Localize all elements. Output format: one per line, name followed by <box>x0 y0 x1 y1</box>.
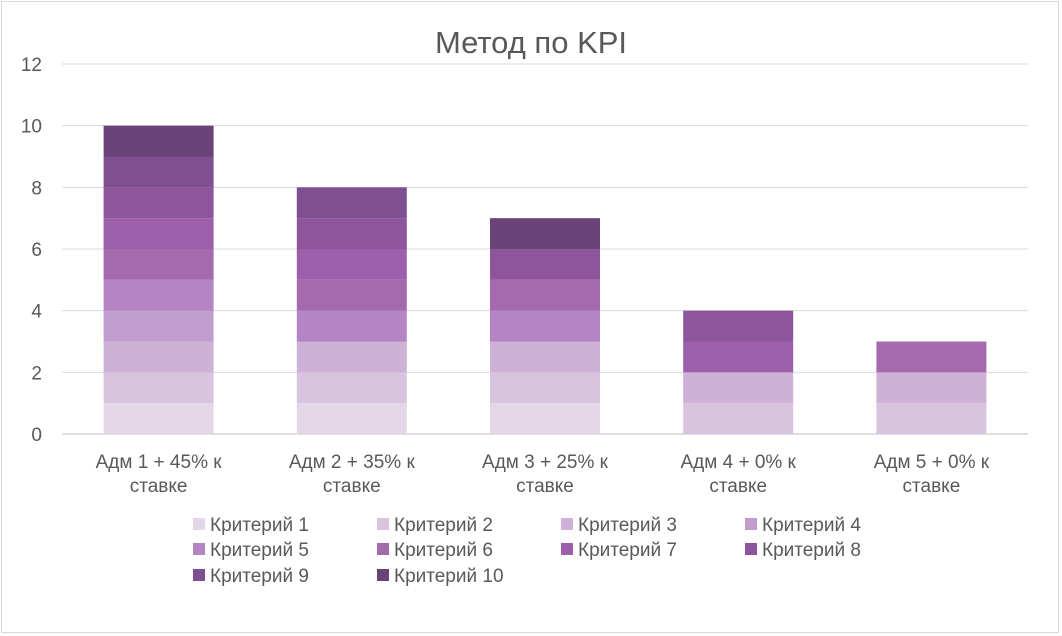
bar-segment <box>296 187 407 219</box>
bar-segment <box>876 341 987 373</box>
gridlines <box>62 63 1028 435</box>
legend-item: Критерий 10 <box>377 566 504 587</box>
bar-segment <box>296 249 407 280</box>
bar-segment <box>876 403 987 434</box>
x-tick-label: Адм 4 + 0% к ставке <box>681 452 797 497</box>
x-tick-label: Адм 5 + 0% к ставке <box>874 452 990 497</box>
y-tick-label: 10 <box>21 117 42 138</box>
x-tick-label: Адм 3 + 25% к ставке <box>482 452 609 497</box>
bar-segment <box>103 218 214 249</box>
y-tick-label: 0 <box>31 425 42 446</box>
legend-label: Критерий 7 <box>578 540 677 561</box>
bar-segment <box>490 372 600 404</box>
bar-segment <box>490 279 600 311</box>
legend-label: Критерий 4 <box>762 515 861 536</box>
legend-label: Критерий 9 <box>210 566 309 587</box>
y-tick-label: 6 <box>31 240 42 261</box>
bar-segment <box>296 218 407 249</box>
x-axis: Адм 1 + 45% к ставке Адм 2 + 35% к ставке Ад… <box>96 452 990 497</box>
legend-item: Критерий 5 <box>193 540 309 561</box>
legend-swatch <box>561 518 573 530</box>
legend-item: Критерий 1 <box>193 515 309 536</box>
bar-segment <box>296 341 407 373</box>
legend-swatch <box>193 569 205 581</box>
legend-swatch <box>377 543 389 555</box>
y-tick-label: 4 <box>31 302 42 323</box>
bar-segment <box>683 310 794 342</box>
y-axis: 0 2 4 6 8 10 12 <box>21 55 43 446</box>
legend-swatch <box>193 518 205 530</box>
bar-segment <box>103 403 214 434</box>
legend-label: Критерий 2 <box>394 515 493 536</box>
bar-segment <box>683 372 794 404</box>
legend-swatch <box>745 543 757 555</box>
legend-swatch <box>377 569 389 581</box>
bar-segment <box>296 372 407 404</box>
bar-segment <box>103 372 214 404</box>
bar-segment <box>490 249 600 280</box>
y-tick-label: 2 <box>31 363 42 384</box>
bars <box>103 125 987 434</box>
legend-label: Критерий 3 <box>578 515 677 536</box>
legend: Критерий 1 Критерий 2 Критерий 3 Критерий 4… <box>193 515 861 587</box>
bar-segment <box>296 279 407 311</box>
chart-title: Метод по KPI <box>435 25 627 60</box>
y-tick-label: 12 <box>21 55 42 76</box>
bar-segment <box>490 341 600 373</box>
bar-segment <box>103 341 214 373</box>
x-tick-label: Адм 1 + 45% к ставке <box>96 452 223 497</box>
legend-label: Критерий 6 <box>394 540 493 561</box>
legend-swatch <box>745 518 757 530</box>
bar-segment <box>103 249 214 280</box>
legend-label: Критерий 1 <box>210 515 309 536</box>
legend-label: Критерий 8 <box>762 540 861 561</box>
bar-segment <box>103 125 214 157</box>
bar-segment <box>296 310 407 342</box>
legend-swatch <box>193 543 205 555</box>
legend-item: Критерий 4 <box>745 515 861 536</box>
bar-segment <box>876 372 987 404</box>
legend-swatch <box>377 518 389 530</box>
bar-segment <box>490 310 600 342</box>
bar-segment <box>490 218 600 249</box>
bar-segment <box>103 310 214 342</box>
bar-segment <box>103 156 214 188</box>
bar-segment <box>683 341 794 373</box>
bar-segment <box>103 279 214 311</box>
y-tick-label: 8 <box>31 178 42 199</box>
legend-item: Критерий 7 <box>561 540 677 561</box>
legend-item: Критерий 3 <box>561 515 677 536</box>
bar-segment <box>103 187 214 219</box>
legend-swatch <box>561 543 573 555</box>
legend-item: Критерий 2 <box>377 515 493 536</box>
legend-label: Критерий 10 <box>394 566 504 587</box>
legend-item: Критерий 6 <box>377 540 493 561</box>
bar-segment <box>296 403 407 434</box>
bar-segment <box>490 403 600 434</box>
legend-item: Критерий 8 <box>745 540 861 561</box>
legend-label: Критерий 5 <box>210 540 309 561</box>
bar-segment <box>683 403 794 434</box>
x-tick-label: Адм 2 + 35% к ставке <box>289 452 416 497</box>
legend-item: Критерий 9 <box>193 566 309 587</box>
